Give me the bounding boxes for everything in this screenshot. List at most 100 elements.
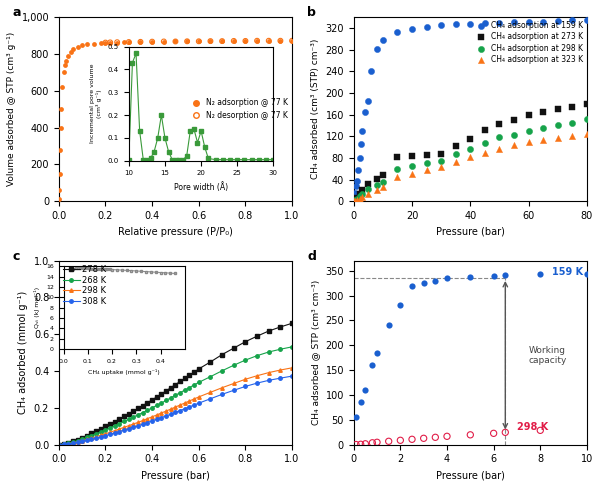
278 K <box>195 366 202 372</box>
Point <box>395 301 405 309</box>
X-axis label: Pressure (bar): Pressure (bar) <box>436 226 505 237</box>
CH₄ adsorption at 323 K <box>350 197 360 205</box>
278 K <box>176 378 184 384</box>
CH₄ adsorption at 273 K <box>358 187 367 194</box>
X-axis label: Pressure (bar): Pressure (bar) <box>141 470 210 480</box>
CH₄ adsorption at 298 K <box>407 162 417 170</box>
CH₄ adsorption at 159 K <box>509 18 519 26</box>
Y-axis label: CH₄ adsorbed @ STP (cm³ cm⁻³): CH₄ adsorbed @ STP (cm³ cm⁻³) <box>311 280 320 425</box>
308 K <box>55 442 62 448</box>
Point <box>252 37 262 45</box>
X-axis label: Pressure (bar): Pressure (bar) <box>436 470 505 480</box>
Point <box>356 398 365 406</box>
CH₄ adsorption at 298 K <box>422 159 431 167</box>
CH₄ adsorption at 298 K <box>466 145 475 152</box>
278 K <box>218 352 226 357</box>
308 K <box>167 412 175 417</box>
CH₄ adsorption at 159 K <box>372 45 382 53</box>
CH₄ adsorption at 298 K <box>582 115 592 123</box>
Point <box>582 270 592 278</box>
CH₄ adsorption at 159 K <box>553 17 563 25</box>
CH₄ adsorption at 298 K <box>524 127 533 135</box>
298 K <box>277 367 284 373</box>
298 K <box>172 404 179 410</box>
Point <box>395 436 405 444</box>
268 K <box>265 349 272 355</box>
298 K <box>88 435 95 441</box>
278 K <box>265 328 272 334</box>
CH₄ adsorption at 273 K <box>451 142 461 150</box>
CH₄ adsorption at 323 K <box>509 141 519 149</box>
CH₄ adsorption at 298 K <box>364 186 373 193</box>
268 K <box>144 407 151 413</box>
268 K <box>158 400 165 406</box>
308 K <box>242 383 249 389</box>
Text: 159 K: 159 K <box>552 267 583 277</box>
Point <box>419 434 428 442</box>
298 K <box>144 416 151 422</box>
Point <box>372 349 382 356</box>
Point <box>68 45 77 53</box>
308 K <box>253 380 260 386</box>
CH₄ adsorption at 273 K <box>582 100 592 108</box>
298 K <box>191 396 198 402</box>
Point <box>159 38 169 46</box>
278 K <box>69 438 76 444</box>
Line: 278 K: 278 K <box>57 321 294 447</box>
Point <box>229 37 239 45</box>
Point <box>466 273 475 281</box>
268 K <box>60 441 67 447</box>
Point <box>264 37 274 45</box>
308 K <box>158 414 165 420</box>
CH₄ adsorption at 298 K <box>372 181 382 189</box>
CH₄ adsorption at 323 K <box>494 146 504 153</box>
CH₄ adsorption at 323 K <box>436 163 446 171</box>
Text: d: d <box>307 250 316 262</box>
268 K <box>83 434 91 440</box>
298 K <box>69 440 76 446</box>
CH₄ adsorption at 159 K <box>422 23 431 31</box>
268 K <box>125 416 133 422</box>
Point <box>55 170 65 178</box>
298 K <box>83 436 91 442</box>
CH₄ adsorption at 298 K <box>392 165 402 173</box>
298 K <box>74 439 81 445</box>
CH₄ adsorption at 159 K <box>355 154 364 162</box>
298 K <box>55 442 62 448</box>
Point <box>56 124 65 131</box>
CH₄ adsorption at 273 K <box>480 126 490 134</box>
268 K <box>195 379 202 385</box>
298 K <box>97 432 104 438</box>
278 K <box>111 419 118 425</box>
CH₄ adsorption at 159 K <box>494 19 504 26</box>
268 K <box>167 395 175 401</box>
Point <box>82 40 92 48</box>
278 K <box>158 391 165 397</box>
268 K <box>121 418 128 424</box>
Y-axis label: CH₄ adsorbed (mmol g⁻¹): CH₄ adsorbed (mmol g⁻¹) <box>18 291 28 414</box>
CH₄ adsorption at 273 K <box>350 196 360 204</box>
Point <box>55 187 64 194</box>
Point <box>287 37 297 45</box>
278 K <box>102 423 109 429</box>
308 K <box>172 410 179 415</box>
Point <box>206 37 215 45</box>
308 K <box>139 421 146 427</box>
268 K <box>111 423 118 429</box>
298 K <box>79 438 86 444</box>
298 K <box>121 424 128 430</box>
CH₄ adsorption at 298 K <box>349 197 359 205</box>
308 K <box>163 413 170 419</box>
X-axis label: Relative pressure (P/P₀): Relative pressure (P/P₀) <box>118 226 233 237</box>
298 K <box>134 419 142 425</box>
Point <box>384 437 394 445</box>
CH₄ adsorption at 159 K <box>361 108 370 116</box>
308 K <box>125 426 133 431</box>
CH₄ adsorption at 273 K <box>422 151 431 159</box>
Point <box>489 430 499 437</box>
278 K <box>139 403 146 409</box>
CH₄ adsorption at 298 K <box>509 131 519 139</box>
Y-axis label: Volume adsorbed @ STP (cm³ g⁻¹): Volume adsorbed @ STP (cm³ g⁻¹) <box>7 32 16 187</box>
CH₄ adsorption at 159 K <box>350 189 360 197</box>
268 K <box>242 357 249 363</box>
